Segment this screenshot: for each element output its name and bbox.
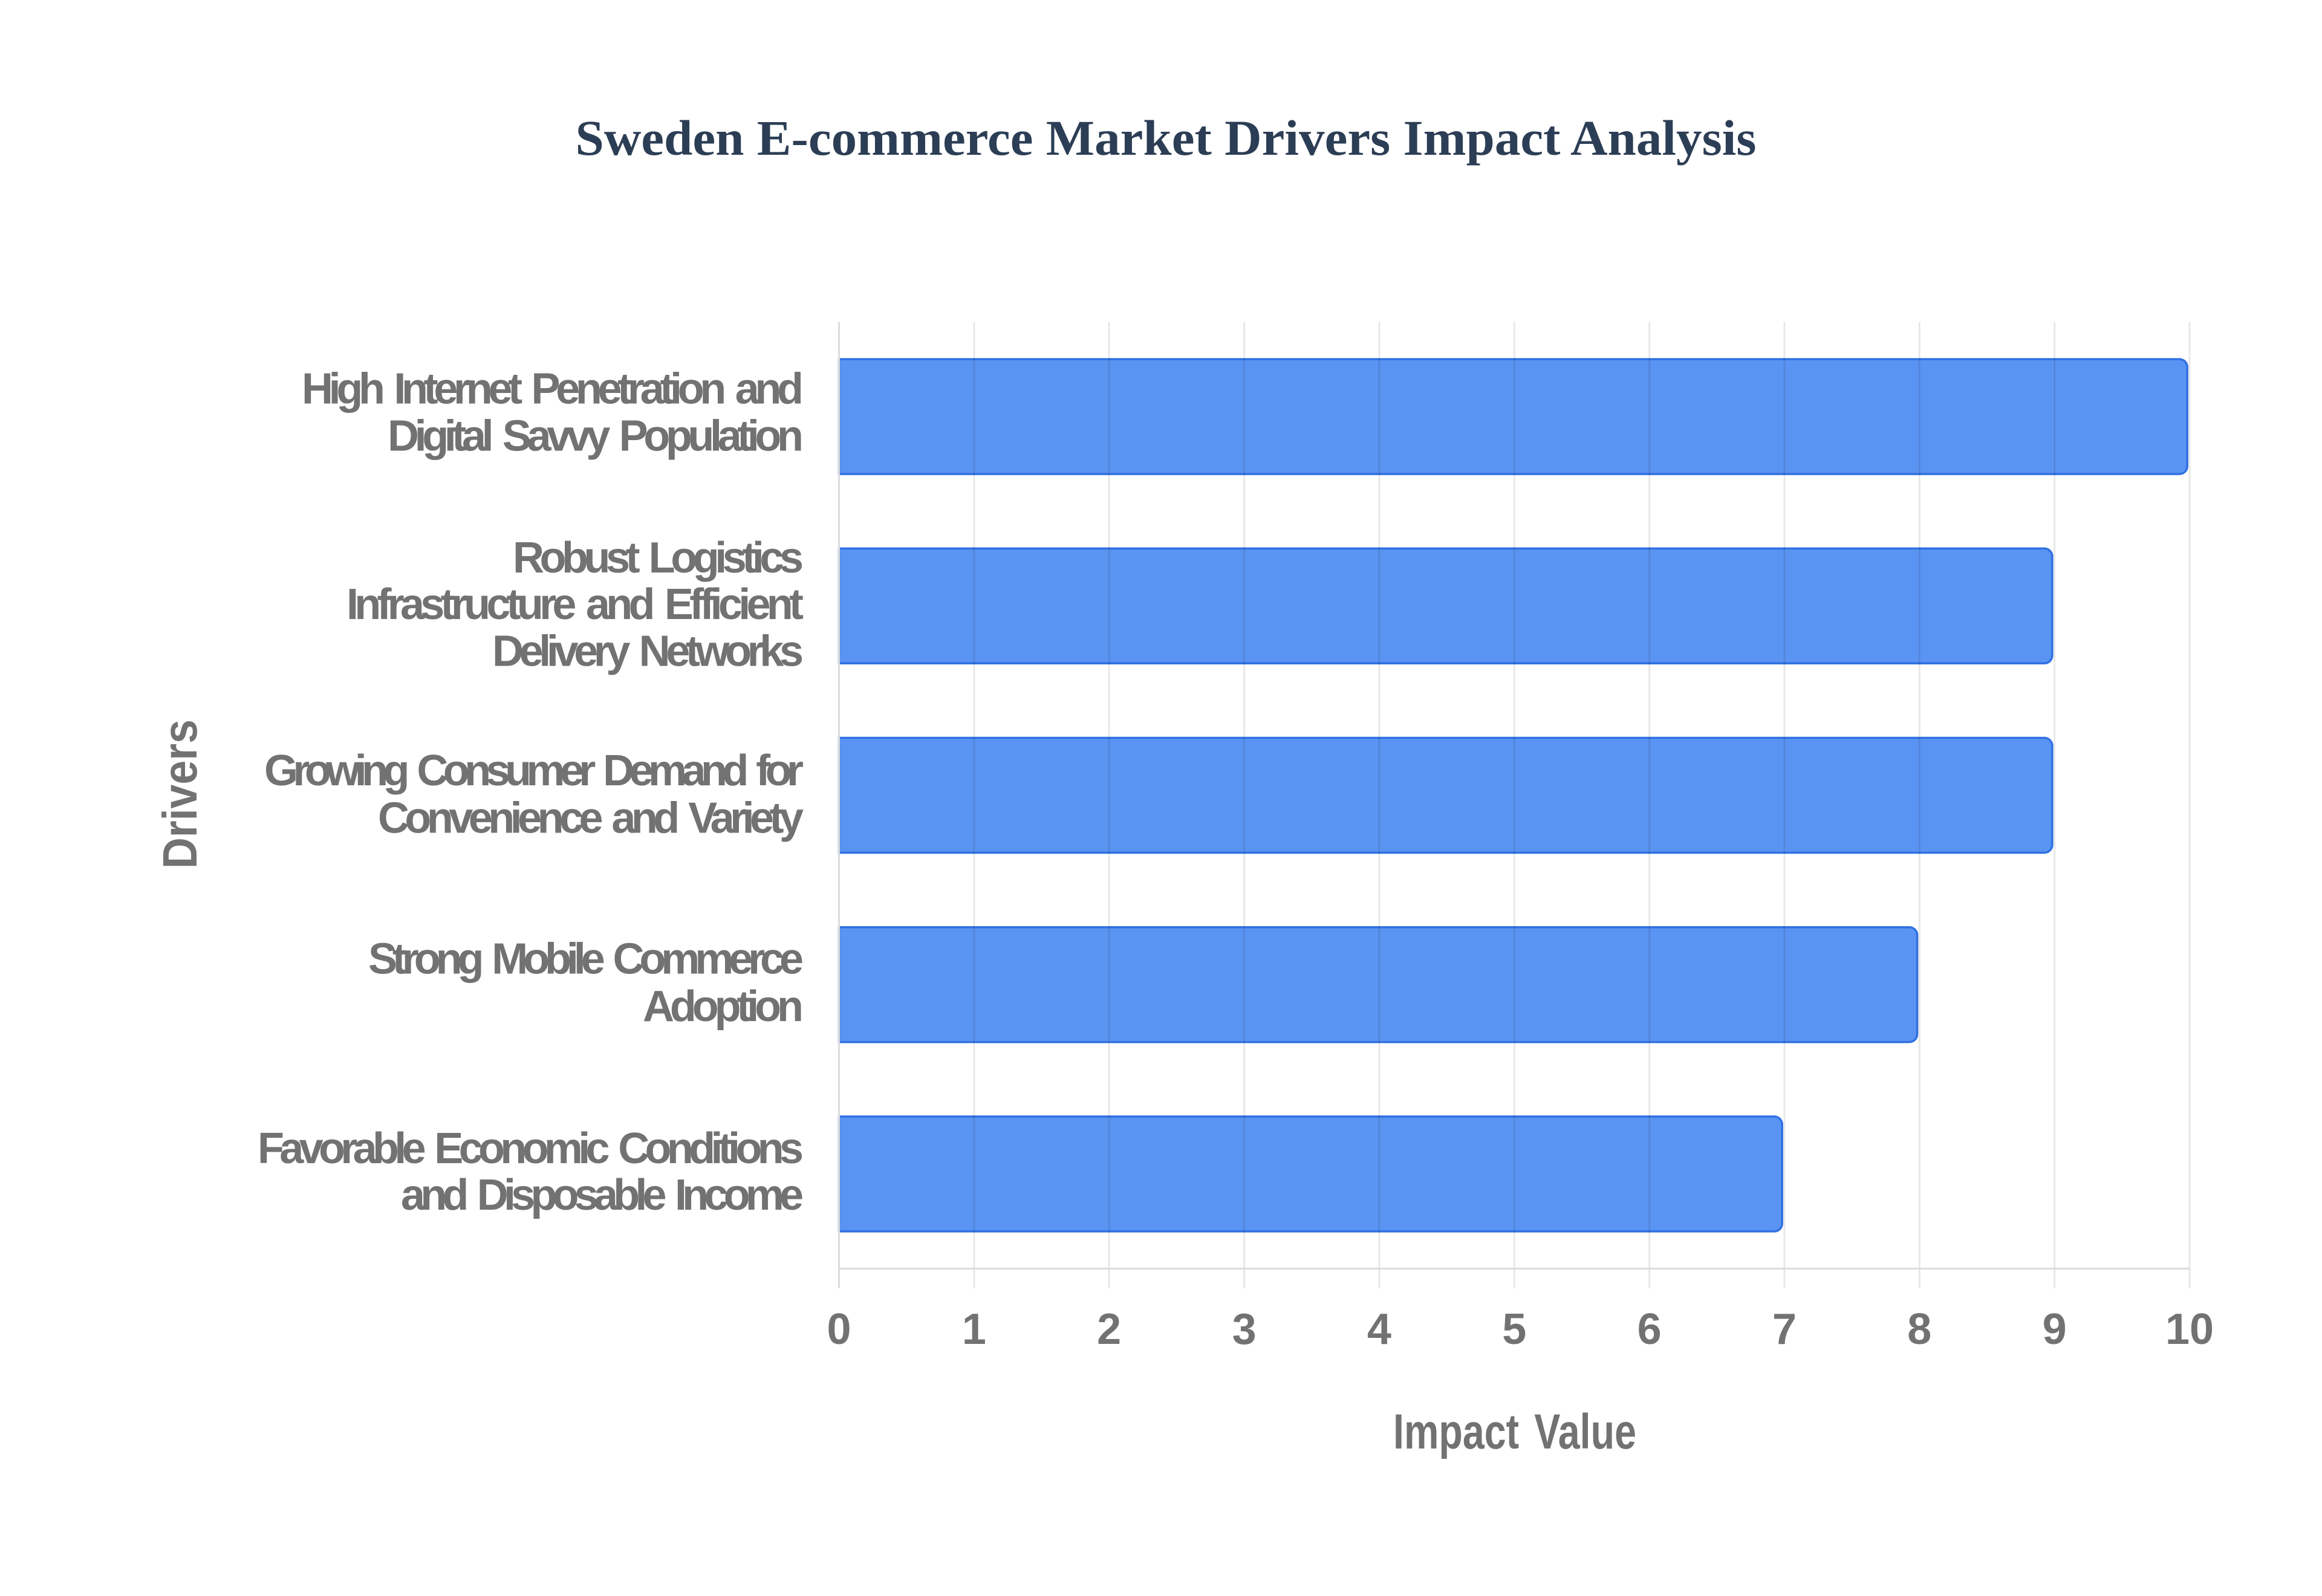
svg-text:4: 4 <box>1367 1305 1391 1354</box>
svg-text:Impact Value: Impact Value <box>1393 1404 1636 1459</box>
svg-text:Delivery Networks: Delivery Networks <box>492 628 804 676</box>
svg-text:3: 3 <box>1232 1305 1257 1354</box>
svg-text:0: 0 <box>827 1305 851 1354</box>
svg-text:Sweden E-commerce Market Drive: Sweden E-commerce Market Drivers Impact … <box>576 110 1757 166</box>
svg-text:7: 7 <box>1772 1305 1797 1354</box>
svg-text:10: 10 <box>2165 1305 2214 1354</box>
svg-text:9: 9 <box>2043 1305 2067 1354</box>
svg-text:Drivers: Drivers <box>153 719 207 869</box>
svg-text:High Internet Penetration and: High Internet Penetration and <box>302 365 804 414</box>
svg-text:Growing Consumer Demand for: Growing Consumer Demand for <box>264 747 804 795</box>
svg-text:Digital Savvy Population: Digital Savvy Population <box>388 412 804 461</box>
svg-text:Adoption: Adoption <box>643 982 804 1031</box>
svg-text:Robust Logistics: Robust Logistics <box>513 534 804 582</box>
svg-text:5: 5 <box>1502 1305 1526 1354</box>
svg-text:Infrastructure and Efficient: Infrastructure and Efficient <box>346 580 804 629</box>
svg-text:Favorable Economic Conditions: Favorable Economic Conditions <box>258 1124 804 1173</box>
svg-text:Convenience and Variety: Convenience and Variety <box>378 794 804 843</box>
svg-text:1: 1 <box>962 1305 986 1354</box>
svg-text:and Disposable Income: and Disposable Income <box>401 1171 804 1219</box>
svg-text:Strong Mobile Commerce: Strong Mobile Commerce <box>368 935 804 984</box>
svg-text:6: 6 <box>1637 1305 1662 1354</box>
svg-text:8: 8 <box>1907 1305 1931 1354</box>
svg-text:2: 2 <box>1097 1305 1121 1354</box>
